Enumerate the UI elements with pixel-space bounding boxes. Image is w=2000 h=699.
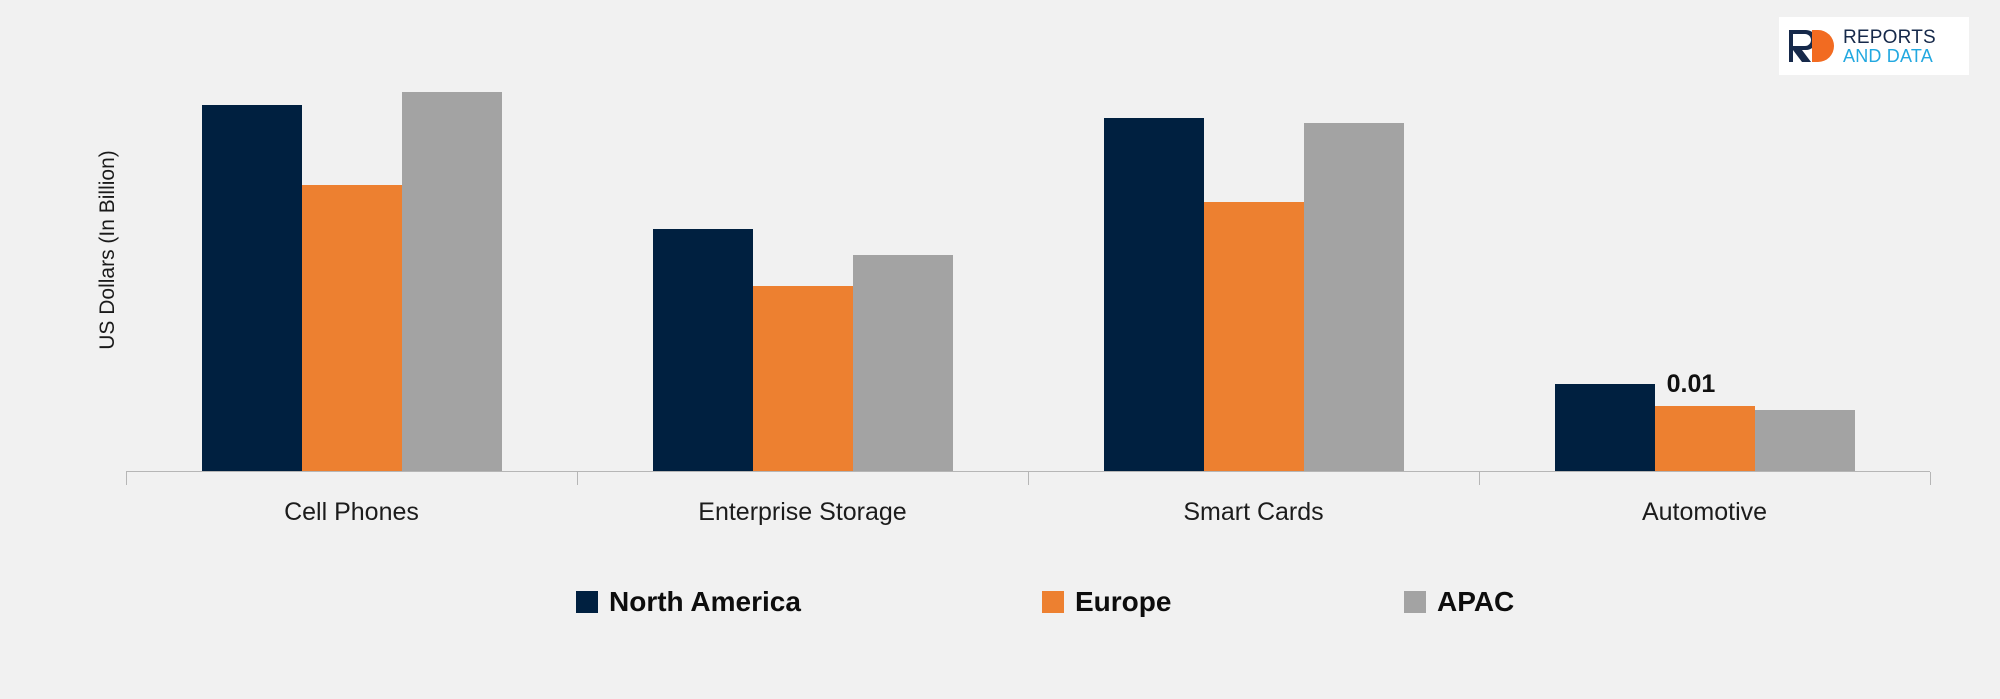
bar-enterprise-storage-europe — [752, 286, 853, 472]
x-axis-tick — [577, 472, 578, 485]
legend-item-north-america[interactable]: North America — [576, 586, 801, 618]
legend-item-europe[interactable]: Europe — [1042, 586, 1171, 618]
logo-line-2: AND DATA — [1843, 45, 1933, 66]
bar-cell-phones-europe — [301, 185, 402, 472]
bar-cell-phones-apac — [401, 92, 502, 472]
reports-and-data-logo: REPORTS AND DATA — [1779, 17, 1969, 75]
x-axis-label-cell-phones: Cell Phones — [284, 498, 419, 526]
legend-swatch-icon — [1042, 591, 1064, 613]
chart-legend: North America Europe APAC — [0, 586, 2000, 626]
bar-automotive-north-america — [1554, 384, 1655, 472]
logo-wordmark: REPORTS AND DATA — [1843, 28, 1936, 65]
logo-line-1: REPORTS — [1843, 26, 1936, 48]
bar-smart-cards-north-america — [1103, 118, 1204, 472]
x-axis-tick — [1930, 472, 1931, 485]
x-axis-tick — [1028, 472, 1029, 485]
legend-item-apac[interactable]: APAC — [1404, 586, 1514, 618]
rd-monogram-icon — [1789, 30, 1834, 62]
bar-enterprise-storage-apac — [852, 255, 953, 472]
bar-smart-cards-apac — [1303, 123, 1404, 472]
x-axis-tick — [126, 472, 127, 485]
x-axis-label-smart-cards: Smart Cards — [1183, 498, 1324, 526]
legend-label: APAC — [1437, 586, 1515, 617]
plot-area — [126, 30, 1930, 472]
x-axis-tick — [1479, 472, 1480, 485]
x-axis-line — [126, 471, 1930, 472]
legend-swatch-icon — [1404, 591, 1426, 613]
legend-label: Europe — [1075, 586, 1172, 617]
bar-smart-cards-europe — [1203, 202, 1304, 472]
x-axis-label-enterprise-storage: Enterprise Storage — [698, 498, 907, 526]
y-axis-title: US Dollars (In Billion) — [96, 150, 119, 350]
x-axis-label-automotive: Automotive — [1641, 498, 1768, 526]
bar-automotive-apac — [1754, 410, 1855, 472]
bar-automotive-europe — [1654, 406, 1755, 472]
bar-enterprise-storage-north-america — [652, 229, 753, 472]
legend-swatch-icon — [576, 591, 598, 613]
bar-cell-phones-north-america — [201, 105, 302, 472]
legend-label: North America — [609, 586, 801, 617]
data-label-automotive-europe: 0.01 — [1666, 370, 1716, 398]
